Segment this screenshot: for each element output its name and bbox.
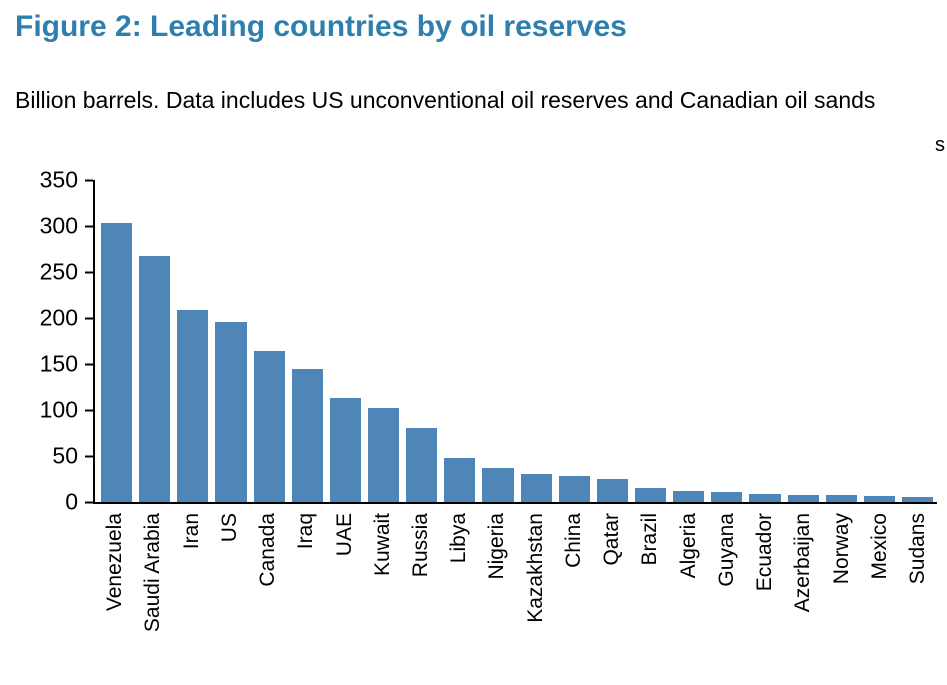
bar xyxy=(863,496,895,502)
bar-chart: 0 50 100 150 200 250 300 350 Venezuela Saudi Ara… xyxy=(15,167,937,678)
bar xyxy=(406,428,438,502)
x-tick-label: Venezuela xyxy=(103,513,127,612)
bar xyxy=(634,488,667,502)
x-tick-label: Ecuador xyxy=(753,513,777,592)
x-tick-label: Kuwait xyxy=(370,513,394,577)
y-tick-mark xyxy=(85,317,93,319)
y-tick: 250 xyxy=(40,259,93,286)
y-tick-mark xyxy=(85,225,93,227)
truncated-text: s xyxy=(935,134,945,156)
bar xyxy=(101,223,133,502)
bar xyxy=(596,479,628,502)
x-tick-label: Iraq xyxy=(294,513,318,550)
y-tick: 100 xyxy=(40,397,93,424)
x-tick-label: Guyana xyxy=(714,513,738,587)
bar xyxy=(482,467,514,502)
bar xyxy=(787,494,819,502)
figure-title: Figure 2: Leading countries by oil reser… xyxy=(15,10,627,43)
x-tick-label: Brazil xyxy=(638,513,662,566)
bars xyxy=(101,180,934,502)
x-tick-label: Qatar xyxy=(600,513,624,566)
bar xyxy=(139,256,171,502)
x-tick-label: Saudi Arabia xyxy=(141,513,165,633)
x-tick-label: Kazakhstan xyxy=(523,513,547,623)
x-tick-label: Norway xyxy=(829,513,853,585)
y-tick: 200 xyxy=(40,305,93,332)
x-tick-label: Sudans xyxy=(906,513,930,585)
bar xyxy=(444,457,476,502)
x-tick-label: Russia xyxy=(408,513,432,578)
y-tick: 350 xyxy=(40,167,93,194)
y-tick: 300 xyxy=(40,213,93,240)
bar xyxy=(291,368,323,502)
bar xyxy=(558,476,590,502)
x-tick-label: UAE xyxy=(332,513,356,557)
bar xyxy=(329,398,361,502)
y-tick-mark xyxy=(85,501,93,503)
y-tick-mark xyxy=(85,363,93,365)
bar xyxy=(177,309,209,502)
x-tick-label: Nigeria xyxy=(485,513,509,580)
x-axis-labels: Venezuela Saudi Arabia Iran US Canada Iraq UAE… xyxy=(93,504,937,678)
x-tick-label: Libya xyxy=(447,513,471,564)
figure-subtitle: Billion barrels. Data includes US unconv… xyxy=(15,87,876,113)
bar xyxy=(825,494,857,502)
y-tick-mark xyxy=(85,455,93,457)
x-tick-label: Mexico xyxy=(867,513,891,580)
x-tick-label: Algeria xyxy=(676,513,700,579)
y-tick-mark xyxy=(85,271,93,273)
x-tick-label: Canada xyxy=(256,513,280,587)
y-tick: 150 xyxy=(40,351,93,378)
bar xyxy=(749,493,781,502)
y-tick-mark xyxy=(85,179,93,181)
x-tick-label: China xyxy=(561,513,585,568)
bar xyxy=(215,321,247,502)
bar xyxy=(901,497,934,502)
y-tick: 50 xyxy=(52,443,93,470)
x-tick-label: Azerbaijan xyxy=(791,513,815,613)
y-tick-mark xyxy=(85,409,93,411)
bar xyxy=(367,408,400,502)
y-axis: 0 50 100 150 200 250 300 350 xyxy=(15,167,93,515)
x-tick-label: US xyxy=(217,513,241,543)
y-tick: 0 xyxy=(65,489,93,516)
bar xyxy=(673,490,705,502)
bar xyxy=(253,351,285,502)
bar xyxy=(520,474,552,502)
plot-area xyxy=(93,180,937,504)
bar xyxy=(711,491,743,502)
x-tick-label: Iran xyxy=(179,513,203,550)
